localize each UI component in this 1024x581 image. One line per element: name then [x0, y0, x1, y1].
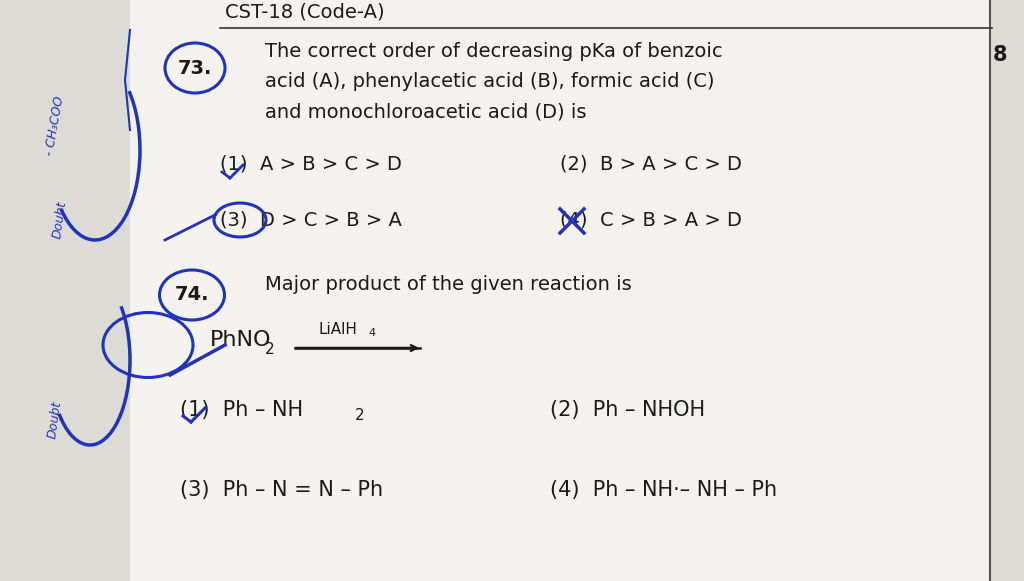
Text: (1)  Ph – NH: (1) Ph – NH — [180, 400, 303, 420]
Text: (4)  C > B > A > D: (4) C > B > A > D — [560, 210, 741, 229]
Text: (3)  D > C > B > A: (3) D > C > B > A — [220, 210, 401, 229]
Text: CST-18 (Code-A): CST-18 (Code-A) — [225, 3, 385, 22]
Text: PhNO: PhNO — [210, 330, 271, 350]
Text: LiAlH: LiAlH — [318, 322, 357, 337]
Text: 74.: 74. — [175, 285, 209, 304]
Text: Doubt: Doubt — [51, 200, 69, 239]
Text: 2: 2 — [355, 408, 365, 423]
Bar — [990, 0, 1024, 581]
Text: Doubt: Doubt — [46, 400, 65, 439]
Bar — [0, 0, 130, 581]
Text: (3)  Ph – N = N – Ph: (3) Ph – N = N – Ph — [180, 480, 383, 500]
Text: (2)  Ph – NHOH: (2) Ph – NHOH — [550, 400, 706, 420]
Text: 8: 8 — [992, 45, 1008, 65]
Text: 73.: 73. — [178, 59, 212, 77]
Text: (2)  B > A > C > D: (2) B > A > C > D — [560, 155, 741, 174]
Text: 4: 4 — [368, 328, 375, 338]
Text: The correct order of decreasing pKa of benzoic: The correct order of decreasing pKa of b… — [265, 42, 723, 61]
Text: acid (A), phenylacetic acid (B), formic acid (C): acid (A), phenylacetic acid (B), formic … — [265, 72, 715, 91]
Bar — [130, 0, 1024, 581]
Text: (4)  Ph – NH·– NH – Ph: (4) Ph – NH·– NH – Ph — [550, 480, 777, 500]
Text: Major product of the given reaction is: Major product of the given reaction is — [265, 275, 632, 294]
Text: (1)  A > B > C > D: (1) A > B > C > D — [220, 155, 401, 174]
Text: - CH₃COO: - CH₃COO — [43, 95, 67, 156]
Text: 2: 2 — [265, 342, 274, 357]
Text: and monochloroacetic acid (D) is: and monochloroacetic acid (D) is — [265, 102, 587, 121]
